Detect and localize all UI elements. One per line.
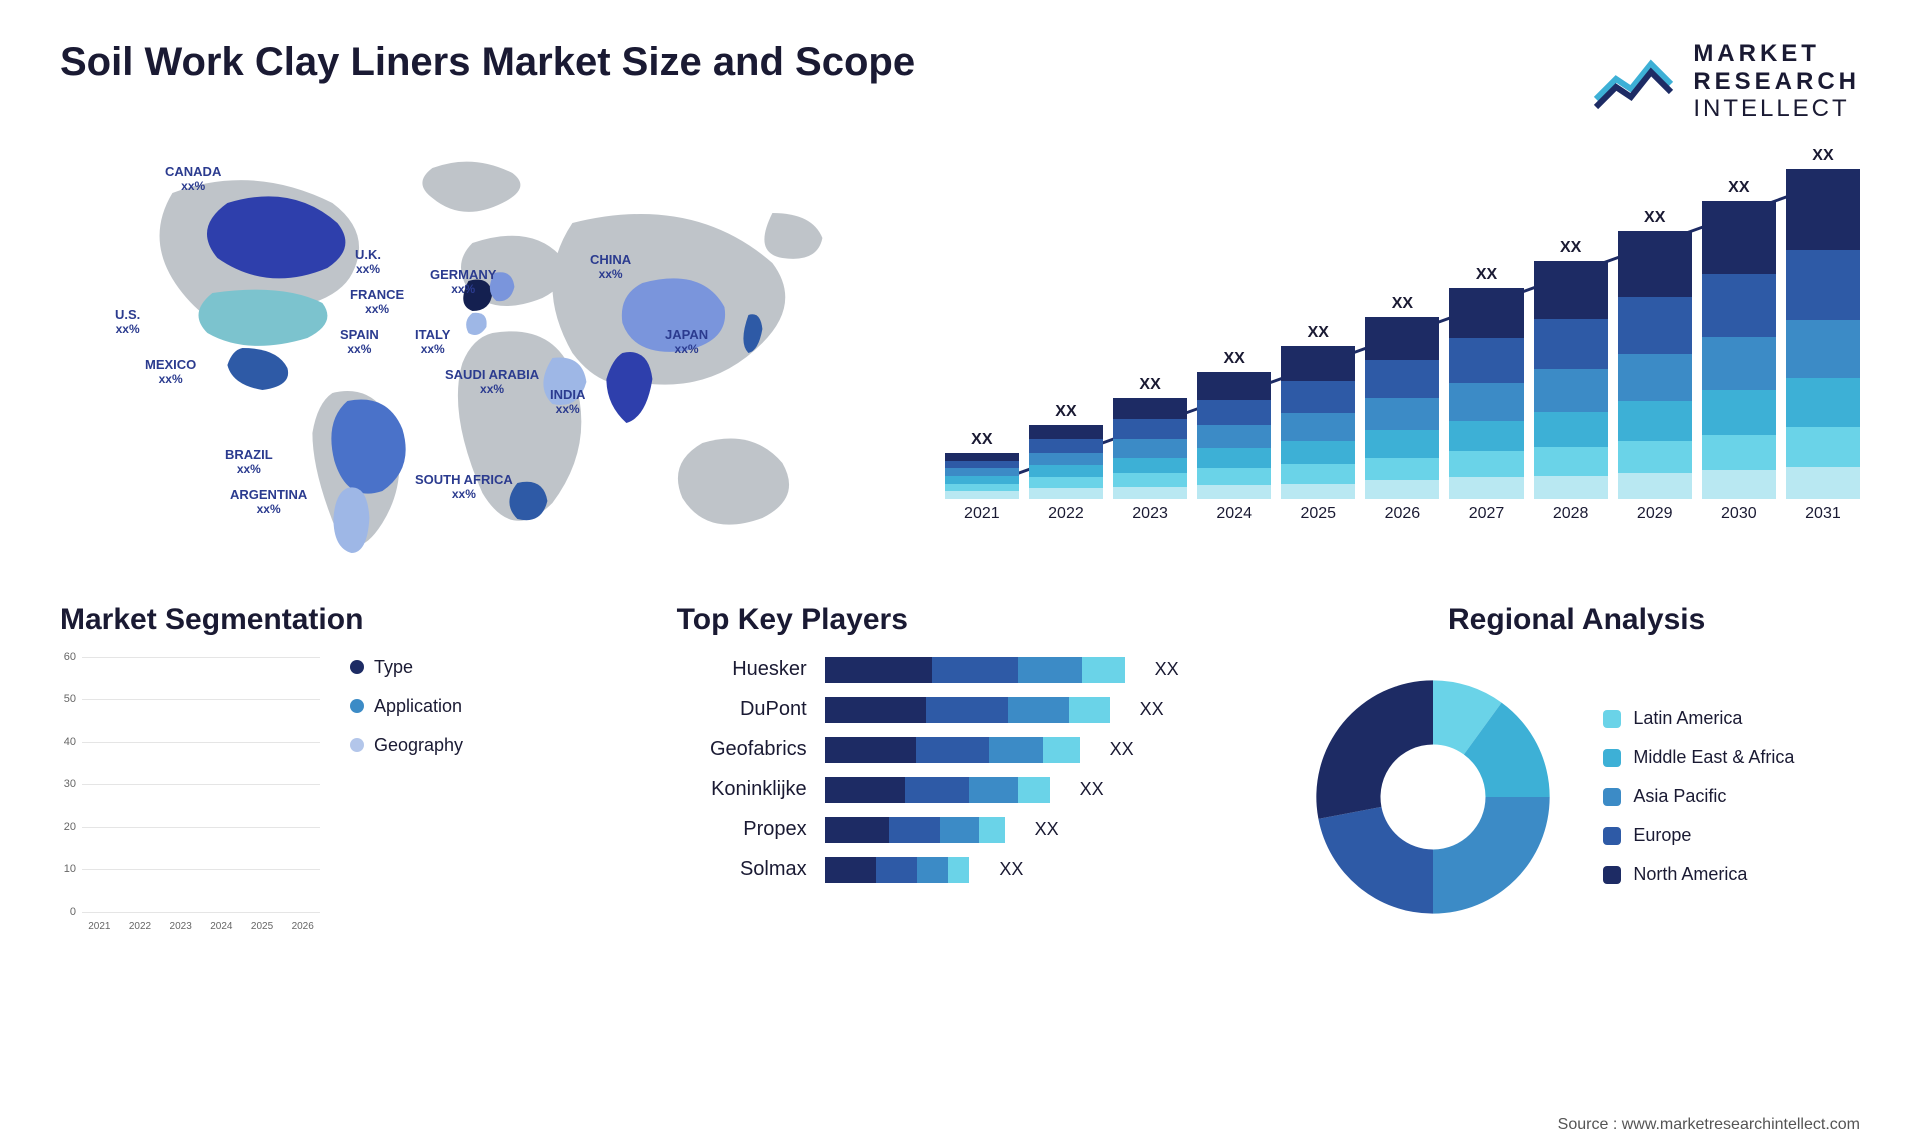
forecast-year-label: 2027 — [1469, 505, 1505, 523]
segmentation-panel: Market Segmentation 0102030405060 202120… — [60, 603, 627, 1003]
forecast-bar-label: XX — [1812, 147, 1833, 165]
player-value: XX — [1110, 739, 1134, 760]
forecast-bar-label: XX — [1644, 209, 1665, 227]
forecast-bar-label: XX — [1392, 295, 1413, 313]
page-title: Soil Work Clay Liners Market Size and Sc… — [60, 40, 915, 85]
map-label: CANADAxx% — [165, 165, 221, 194]
segmentation-title: Market Segmentation — [60, 603, 627, 637]
regional-donut — [1293, 657, 1573, 937]
map-label: BRAZILxx% — [225, 448, 273, 477]
map-label: SAUDI ARABIAxx% — [445, 368, 539, 397]
regional-legend-item: Europe — [1603, 825, 1794, 846]
forecast-year-label: 2030 — [1721, 505, 1757, 523]
key-players-title: Top Key Players — [677, 603, 1244, 637]
forecast-bar-label: XX — [1728, 179, 1749, 197]
segmentation-chart: 0102030405060 202120222023202420252026 — [60, 657, 320, 937]
regional-legend-item: Middle East & Africa — [1603, 747, 1794, 768]
player-row: Solmax XX — [677, 857, 1244, 883]
forecast-bar: XX 2021 — [945, 431, 1019, 523]
forecast-year-label: 2024 — [1216, 505, 1252, 523]
forecast-bar: XX 2024 — [1197, 350, 1271, 523]
map-label: U.S.xx% — [115, 308, 140, 337]
player-value: XX — [1080, 779, 1104, 800]
player-name: Solmax — [677, 858, 807, 881]
forecast-bar: XX 2022 — [1029, 403, 1103, 522]
player-row: DuPont XX — [677, 697, 1244, 723]
forecast-bar: XX 2025 — [1281, 324, 1355, 523]
forecast-bar-label: XX — [1476, 266, 1497, 284]
player-value: XX — [1035, 819, 1059, 840]
forecast-bar: XX 2031 — [1786, 147, 1860, 523]
forecast-bar-label: XX — [1560, 239, 1581, 257]
forecast-bar: XX 2027 — [1449, 266, 1523, 523]
player-name: Propex — [677, 818, 807, 841]
source-text: Source : www.marketresearchintellect.com — [1558, 1116, 1860, 1134]
donut-slice — [1433, 797, 1550, 914]
forecast-year-label: 2023 — [1132, 505, 1168, 523]
segmentation-legend-item: Application — [350, 696, 627, 717]
top-row: CANADAxx% U.S.xx%MEXICOxx% BRAZILxx% ARGENT… — [60, 153, 1860, 553]
forecast-year-label: 2029 — [1637, 505, 1673, 523]
regional-legend-item: North America — [1603, 864, 1794, 885]
player-name: Geofabrics — [677, 738, 807, 761]
segmentation-legend-item: Geography — [350, 735, 627, 756]
forecast-bar: XX 2030 — [1702, 179, 1776, 523]
forecast-year-label: 2025 — [1300, 505, 1336, 523]
key-players-list: HueskerXXDuPontXXGeofabricsXXKoninklijke… — [677, 657, 1244, 883]
map-label: SOUTH AFRICAxx% — [415, 473, 513, 502]
map-label: ITALYxx% — [415, 328, 450, 357]
forecast-year-label: 2031 — [1805, 505, 1841, 523]
map-label: U.K.xx% — [355, 248, 381, 277]
map-label: INDIAxx% — [550, 388, 585, 417]
map-label: FRANCExx% — [350, 288, 404, 317]
forecast-bar-label: XX — [971, 431, 992, 449]
map-label: SPAINxx% — [340, 328, 379, 357]
donut-slice — [1317, 680, 1434, 819]
forecast-bar-label: XX — [1308, 324, 1329, 342]
forecast-year-label: 2022 — [1048, 505, 1084, 523]
player-row: Geofabrics XX — [677, 737, 1244, 763]
forecast-bar: XX 2028 — [1534, 239, 1608, 523]
regional-panel: Regional Analysis Latin America Middle Ea… — [1293, 603, 1860, 1003]
donut-slice — [1319, 807, 1434, 914]
regional-legend: Latin America Middle East & Africa Asia Pa… — [1603, 708, 1794, 885]
player-name: Huesker — [677, 658, 807, 681]
forecast-bar-label: XX — [1139, 376, 1160, 394]
forecast-bar: XX 2029 — [1618, 209, 1692, 522]
forecast-bar-label: XX — [1224, 350, 1245, 368]
forecast-year-label: 2026 — [1385, 505, 1421, 523]
key-players-panel: Top Key Players HueskerXXDuPontXXGeofabr… — [677, 603, 1244, 1003]
segmentation-legend-item: Type — [350, 657, 627, 678]
map-label: MEXICOxx% — [145, 358, 196, 387]
regional-legend-item: Latin America — [1603, 708, 1794, 729]
map-label: CHINAxx% — [590, 253, 631, 282]
header: Soil Work Clay Liners Market Size and Sc… — [60, 40, 1860, 123]
player-row: Koninklijke XX — [677, 777, 1244, 803]
player-row: Propex XX — [677, 817, 1244, 843]
player-value: XX — [999, 859, 1023, 880]
player-row: Huesker XX — [677, 657, 1244, 683]
world-map-panel: CANADAxx% U.S.xx%MEXICOxx% BRAZILxx% ARGENT… — [60, 153, 905, 553]
bottom-row: Market Segmentation 0102030405060 202120… — [60, 603, 1860, 1003]
player-value: XX — [1140, 699, 1164, 720]
segmentation-legend: Type Application Geography — [350, 657, 627, 937]
logo: MARKET RESEARCH INTELLECT — [1591, 40, 1860, 123]
regional-legend-item: Asia Pacific — [1603, 786, 1794, 807]
forecast-bar: XX 2026 — [1365, 295, 1439, 523]
forecast-bar: XX 2023 — [1113, 376, 1187, 523]
regional-title: Regional Analysis — [1293, 603, 1860, 637]
logo-icon — [1591, 49, 1681, 113]
logo-text: MARKET RESEARCH INTELLECT — [1693, 40, 1860, 123]
forecast-bar-label: XX — [1055, 403, 1076, 421]
player-value: XX — [1155, 659, 1179, 680]
player-name: Koninklijke — [677, 778, 807, 801]
forecast-year-label: 2021 — [964, 505, 1000, 523]
map-label: ARGENTINAxx% — [230, 488, 307, 517]
forecast-year-label: 2028 — [1553, 505, 1589, 523]
player-name: DuPont — [677, 698, 807, 721]
map-label: GERMANYxx% — [430, 268, 496, 297]
forecast-chart: XX 2021 XX 2022 XX 2023 XX 2024 XX 2025 XX 2026 XX 20… — [945, 153, 1860, 553]
map-label: JAPANxx% — [665, 328, 708, 357]
